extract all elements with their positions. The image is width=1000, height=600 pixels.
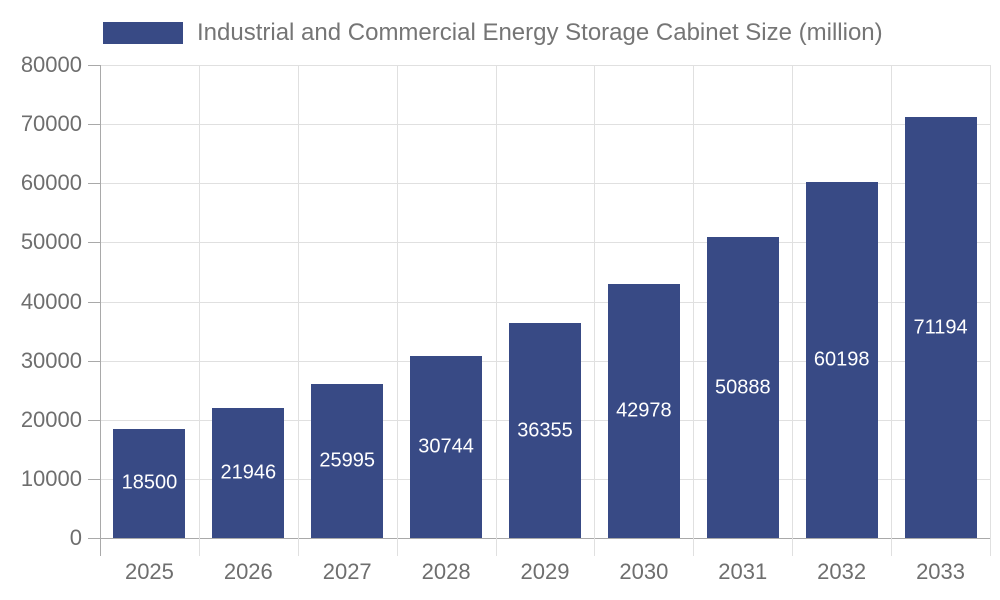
bar-value-label: 25995	[319, 449, 376, 472]
bar-2030[interactable]: 42978	[607, 283, 680, 538]
y-gridline	[100, 124, 990, 126]
bar-2029[interactable]: 36355	[509, 323, 581, 538]
bar-value-label: 21946	[220, 461, 277, 484]
y-axis-label: 10000	[20, 465, 82, 491]
x-gridline	[990, 65, 991, 556]
x-axis-label: 2032	[817, 559, 867, 584]
y-axis-label: 0	[69, 525, 82, 550]
x-gridline	[297, 65, 299, 556]
y-axis-tick	[88, 242, 100, 244]
y-axis-tick	[88, 478, 100, 480]
x-axis-label: 2031	[718, 559, 768, 584]
bar-value-label: 42978	[616, 399, 672, 422]
x-gridline	[792, 65, 794, 556]
x-axis-label: 2029	[520, 559, 570, 584]
y-axis-line	[100, 65, 101, 556]
y-axis-label: 80000	[20, 52, 82, 77]
x-axis-label: 2026	[223, 559, 273, 584]
y-axis-tick	[88, 360, 100, 362]
y-gridline	[100, 183, 990, 185]
bar-2026[interactable]: 21946	[212, 408, 285, 538]
x-gridline	[594, 65, 596, 556]
x-axis-label: 2030	[619, 559, 669, 584]
legend-label: Industrial and Commercial Energy Storage…	[197, 19, 883, 46]
y-axis-label: 30000	[20, 347, 82, 373]
x-axis-label: 2025	[124, 559, 174, 584]
plot-area: 0 10000 20000 30000 40000 50000 60000 70000 8000…	[21, 52, 991, 584]
y-gridline	[100, 242, 990, 244]
bar-value-label: 50888	[714, 376, 771, 399]
x-gridline	[495, 65, 497, 556]
y-gridline	[100, 301, 990, 303]
x-gridline	[693, 65, 695, 556]
y-axis-tick	[88, 183, 100, 185]
bar-2025[interactable]: 18500	[113, 428, 186, 538]
y-gridline	[100, 538, 990, 539]
bar-value-label: 71194	[913, 316, 968, 339]
bar-value-label: 60198	[813, 348, 870, 371]
bar-value-label: 36355	[517, 419, 573, 442]
x-gridline	[198, 65, 200, 556]
y-gridline	[100, 65, 990, 66]
bar-2027[interactable]: 25995	[311, 384, 384, 538]
x-axis-label: 2027	[322, 559, 372, 584]
bar-2031[interactable]: 50888	[706, 237, 779, 538]
y-axis-label: 60000	[20, 170, 82, 196]
x-gridline	[396, 65, 398, 556]
bar-value-label: 30744	[418, 435, 474, 458]
x-axis-label: 2033	[916, 559, 966, 584]
legend[interactable]: Industrial and Commercial Energy Storage…	[103, 16, 883, 50]
y-axis-tick	[88, 65, 100, 66]
x-axis-label: 2028	[421, 559, 471, 584]
y-axis-label: 40000	[20, 288, 82, 314]
bar-2028[interactable]: 30744	[410, 356, 483, 538]
y-axis-label: 50000	[20, 229, 82, 255]
y-axis-tick	[88, 538, 100, 539]
legend-swatch-icon	[103, 22, 183, 44]
bar-2033[interactable]: 71194	[904, 117, 977, 538]
y-axis-label: 20000	[20, 406, 82, 432]
y-axis-label: 70000	[20, 111, 82, 137]
y-axis-tick	[88, 124, 100, 126]
x-gridline	[891, 65, 893, 556]
bar-2032[interactable]: 60198	[805, 182, 878, 538]
y-axis-tick	[88, 301, 100, 303]
y-axis-tick	[88, 419, 100, 421]
bar-value-label: 18500	[121, 471, 178, 494]
